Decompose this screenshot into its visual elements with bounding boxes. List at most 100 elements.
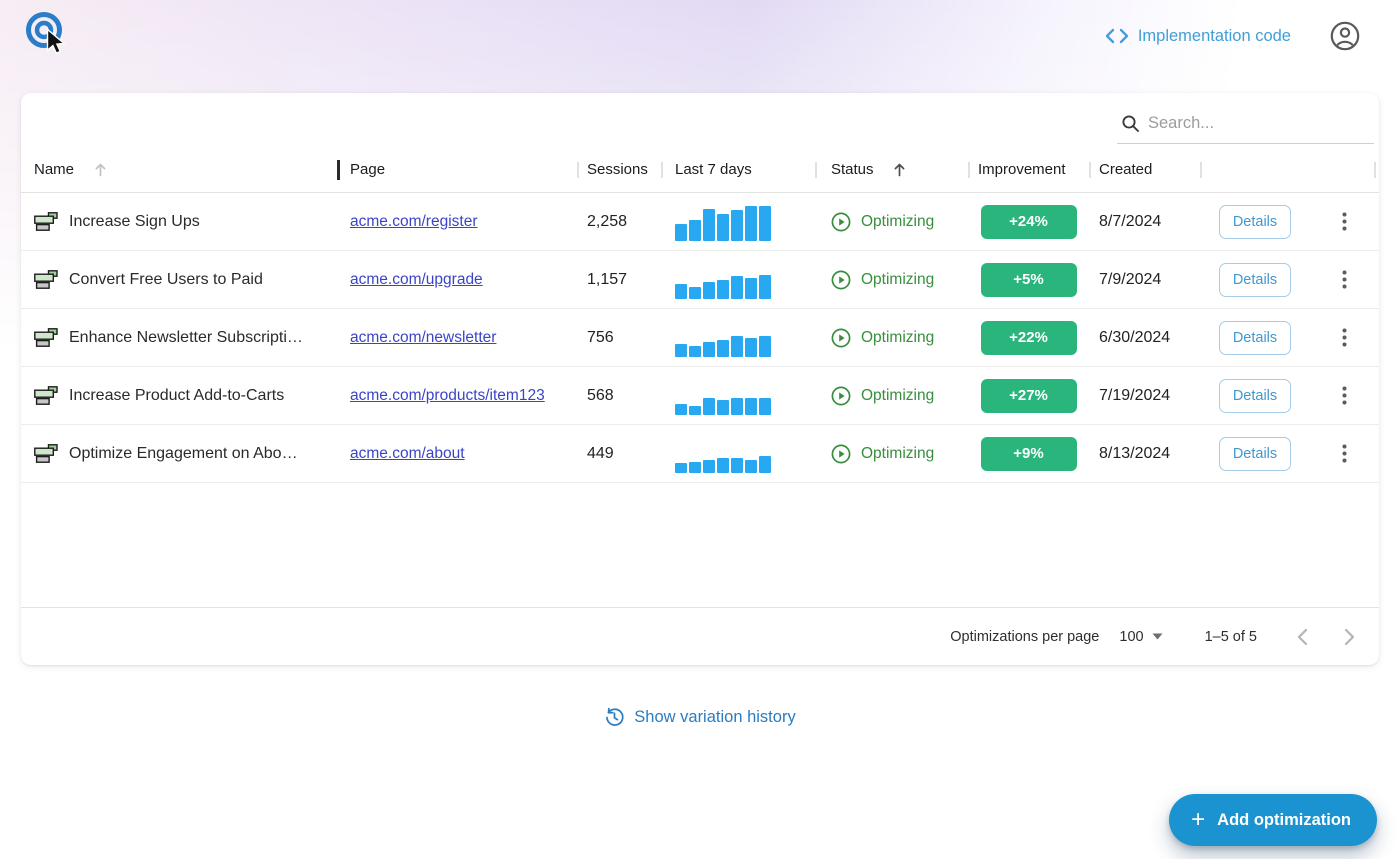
column-header-sessions[interactable]: Sessions	[577, 147, 661, 192]
sessions-value: 2,258	[587, 212, 628, 230]
optimization-icon	[34, 211, 58, 231]
search-icon	[1122, 115, 1139, 132]
page-link[interactable]: acme.com/register	[350, 212, 478, 230]
header-status-label: Status	[831, 161, 874, 178]
optimizations-table-card: Name Page Sessions Last 7 days Status Im…	[21, 93, 1379, 665]
table-empty-space	[21, 483, 1379, 607]
table-row: Increase Product Add-to-Carts acme.com/p…	[21, 367, 1379, 425]
add-optimization-label: Add optimization	[1217, 810, 1351, 829]
rows-per-page-select[interactable]: 100	[1119, 629, 1163, 645]
page-link[interactable]: acme.com/products/item123	[350, 386, 545, 404]
improvement-badge: +24%	[980, 204, 1077, 239]
sessions-value: 449	[587, 444, 614, 462]
improvement-badge: +9%	[980, 436, 1077, 471]
kebab-menu-icon	[1342, 328, 1347, 347]
details-button[interactable]: Details	[1219, 204, 1291, 239]
search-field[interactable]	[1117, 108, 1374, 144]
details-button[interactable]: Details	[1219, 378, 1291, 413]
last7days-sparkline	[675, 203, 787, 241]
play-circle-icon	[831, 270, 851, 289]
row-menu-button[interactable]	[1336, 438, 1353, 469]
sessions-value: 1,157	[587, 270, 628, 288]
optimization-name: Increase Sign Ups	[69, 212, 200, 230]
play-circle-icon	[831, 328, 851, 347]
implementation-code-link[interactable]: Implementation code	[1105, 27, 1291, 46]
table-row: Increase Sign Ups acme.com/register 2,25…	[21, 193, 1379, 251]
pagination-range: 1–5 of 5	[1204, 628, 1257, 645]
topbar: Implementation code	[0, 0, 1400, 93]
search-input[interactable]	[1148, 114, 1370, 133]
status-label: Optimizing	[861, 386, 935, 404]
row-menu-button[interactable]	[1336, 380, 1353, 411]
kebab-menu-icon	[1342, 212, 1347, 231]
sort-asc-icon-active	[894, 163, 904, 177]
created-date: 6/30/2024	[1099, 328, 1171, 346]
show-variation-history-link[interactable]: Show variation history	[604, 707, 796, 728]
optimization-name: Optimize Engagement on Abo…	[69, 444, 298, 462]
optimization-icon	[34, 443, 58, 463]
next-page-button[interactable]	[1342, 626, 1357, 648]
table-toolbar	[21, 93, 1379, 147]
user-circle-icon	[1330, 21, 1360, 51]
table-row: Enhance Newsletter Subscripti… acme.com/…	[21, 309, 1379, 367]
column-header-last7days[interactable]: Last 7 days	[661, 147, 815, 192]
row-menu-button[interactable]	[1336, 206, 1353, 237]
column-header-name[interactable]: Name	[21, 147, 338, 192]
optimization-name: Increase Product Add-to-Carts	[69, 386, 285, 404]
details-button[interactable]: Details	[1219, 262, 1291, 297]
improvement-badge: +27%	[980, 378, 1077, 413]
header-improvement-label: Improvement	[978, 161, 1066, 178]
status-label: Optimizing	[861, 328, 935, 346]
kebab-menu-icon	[1342, 386, 1347, 405]
account-avatar-button[interactable]	[1329, 20, 1361, 52]
add-optimization-button[interactable]: + Add optimization	[1169, 794, 1377, 846]
page-link[interactable]: acme.com/upgrade	[350, 270, 483, 288]
optimization-icon	[34, 327, 58, 347]
details-button[interactable]: Details	[1219, 436, 1291, 471]
column-header-improvement[interactable]: Improvement	[968, 147, 1089, 192]
created-date: 8/7/2024	[1099, 212, 1162, 230]
details-button[interactable]: Details	[1219, 320, 1291, 355]
play-circle-icon	[831, 212, 851, 231]
show-variation-history-label: Show variation history	[634, 708, 796, 726]
header-page-label: Page	[350, 161, 386, 178]
app-logo	[24, 10, 70, 56]
last7days-sparkline	[675, 377, 787, 415]
kebab-menu-icon	[1342, 444, 1347, 463]
header-created-label: Created	[1099, 161, 1153, 178]
chevron-down-icon	[1152, 633, 1163, 640]
play-circle-icon	[831, 386, 851, 405]
optimization-name: Enhance Newsletter Subscripti…	[69, 328, 303, 346]
implementation-code-label: Implementation code	[1137, 26, 1291, 45]
header-sessions-label: Sessions	[587, 161, 648, 178]
row-menu-button[interactable]	[1336, 264, 1353, 295]
chevron-right-icon	[1344, 628, 1355, 645]
sessions-value: 756	[587, 328, 614, 346]
click-target-logo-icon	[26, 12, 66, 55]
column-header-created[interactable]: Created	[1089, 147, 1200, 192]
created-date: 7/19/2024	[1099, 386, 1171, 404]
last7days-sparkline	[675, 435, 787, 473]
table-footer: Optimizations per page 100 1–5 of 5	[21, 607, 1379, 665]
table-body: Increase Sign Ups acme.com/register 2,25…	[21, 193, 1379, 483]
page-link[interactable]: acme.com/about	[350, 444, 465, 462]
code-icon	[1105, 28, 1128, 44]
rows-per-page-label: Optimizations per page	[950, 628, 1100, 645]
optimization-icon	[34, 269, 58, 289]
column-header-page[interactable]: Page	[337, 147, 577, 192]
column-header-menu	[1310, 147, 1379, 192]
chevron-left-icon	[1297, 628, 1308, 645]
optimization-name: Convert Free Users to Paid	[69, 270, 263, 288]
column-header-actions	[1200, 147, 1310, 192]
row-menu-button[interactable]	[1336, 322, 1353, 353]
previous-page-button[interactable]	[1295, 626, 1310, 648]
column-header-status[interactable]: Status	[815, 147, 968, 192]
created-date: 7/9/2024	[1099, 270, 1162, 288]
table-header-row: Name Page Sessions Last 7 days Status Im…	[21, 147, 1379, 193]
table-row: Optimize Engagement on Abo… acme.com/abo…	[21, 425, 1379, 483]
status-label: Optimizing	[861, 270, 935, 288]
improvement-badge: +5%	[980, 262, 1077, 297]
sort-asc-icon-inactive	[95, 163, 106, 177]
page-link[interactable]: acme.com/newsletter	[350, 328, 497, 346]
header-last7days-label: Last 7 days	[675, 161, 752, 178]
